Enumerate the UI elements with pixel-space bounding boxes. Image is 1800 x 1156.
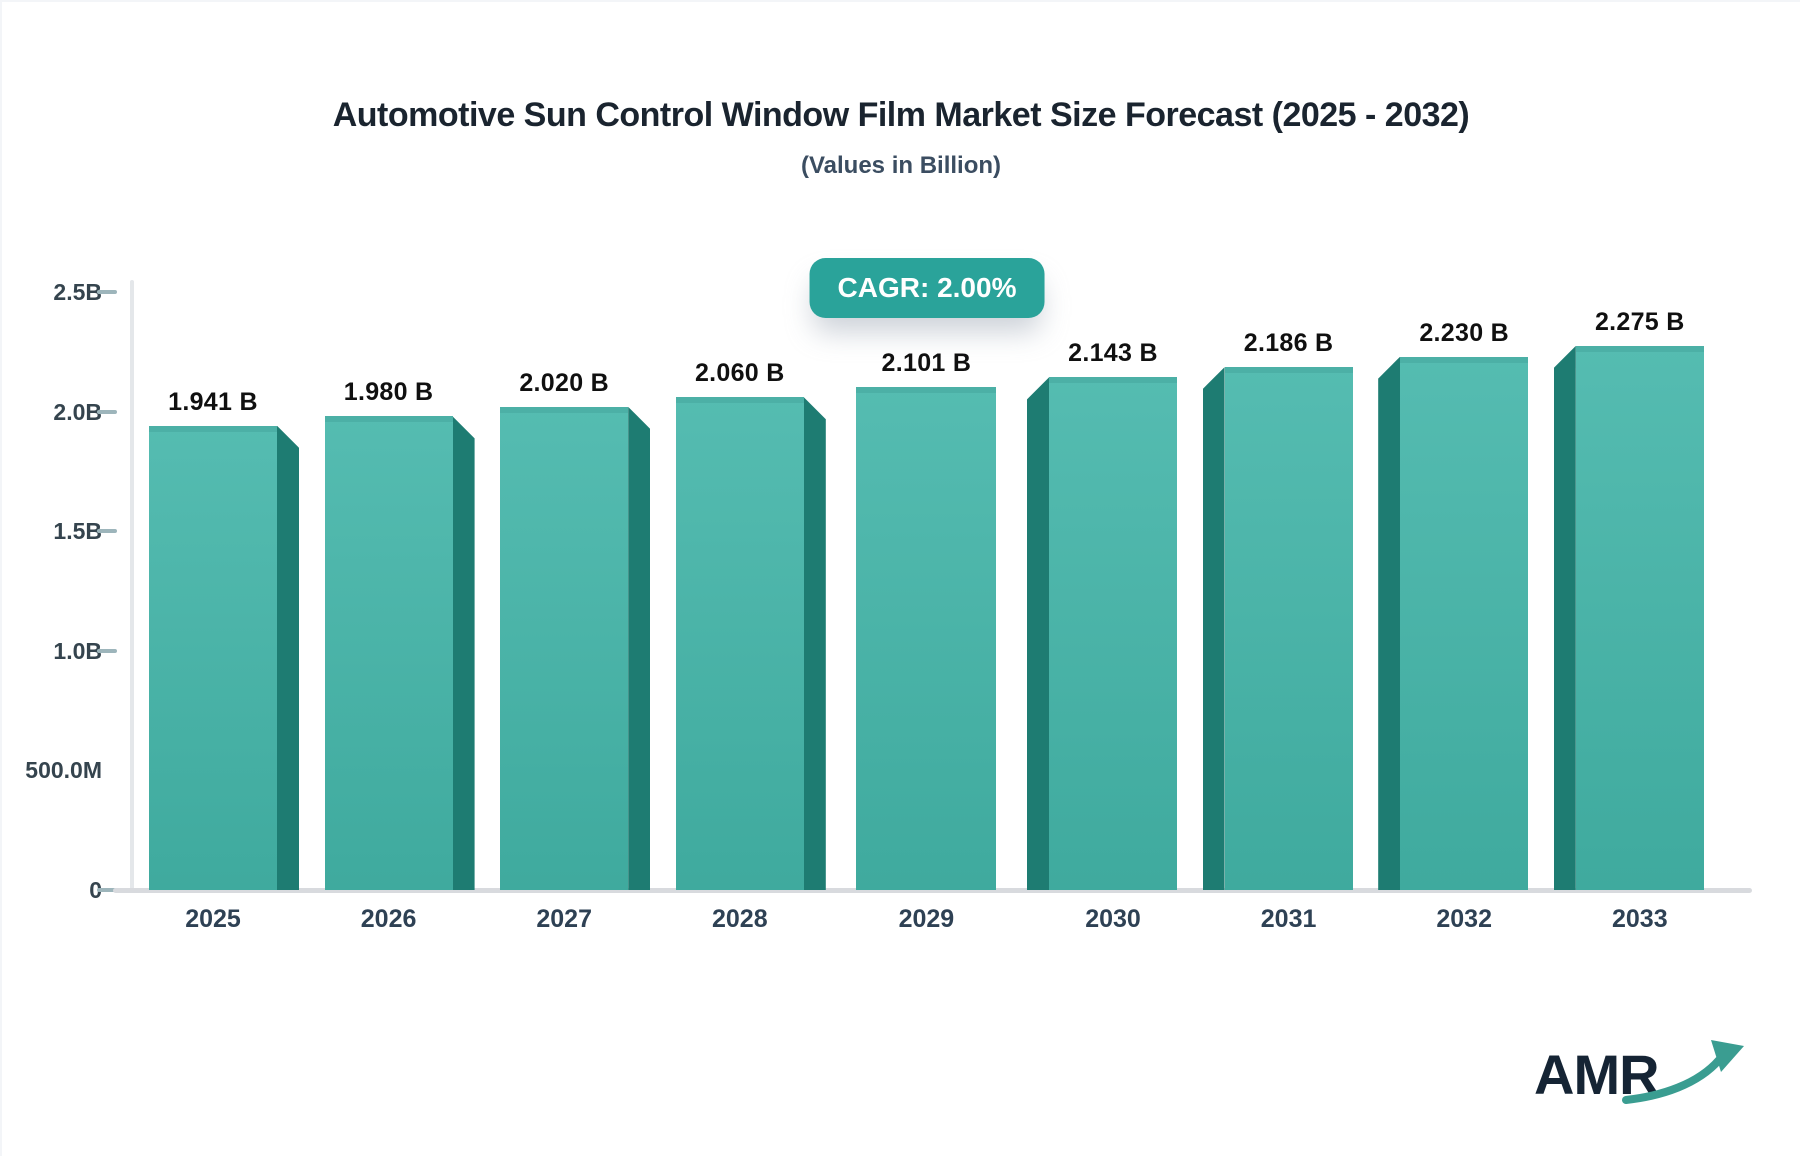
y-axis-tick-label: 1.5B	[53, 518, 102, 545]
x-axis-label: 2028	[711, 905, 768, 933]
bar-value-label: 2.230 B	[1419, 318, 1510, 347]
x-axis-label: 2026	[360, 905, 417, 933]
chart-title: Automotive Sun Control Window Film Marke…	[332, 96, 1470, 134]
y-axis-tick-dash	[97, 290, 117, 294]
growth-arrow-icon	[1622, 1040, 1744, 1104]
y-axis-tick-label: 0	[89, 877, 102, 903]
y-axis-spine	[130, 280, 134, 892]
chart-subtitle: (Values in Billion)	[800, 152, 1002, 179]
bar	[500, 406, 629, 890]
y-axis-tick-dash	[97, 409, 117, 414]
bar-side-face	[628, 406, 651, 890]
bar-side-face	[277, 425, 299, 890]
bar	[675, 397, 804, 890]
bar	[149, 425, 277, 890]
bar-value-label: 2.143 B	[1068, 339, 1158, 368]
bar-value-label: 2.060 B	[694, 359, 785, 388]
bar	[1049, 377, 1177, 890]
bar-side-face	[1378, 356, 1401, 890]
cagr-badge: CAGR: 2.00%	[809, 258, 1045, 318]
bar-value-label: 2.275 B	[1594, 307, 1685, 336]
bar-value-label: 2.101 B	[881, 349, 972, 378]
bar-value-label: 2.020 B	[519, 368, 610, 397]
x-axis-label: 2027	[536, 905, 592, 933]
bar	[324, 416, 453, 890]
x-axis-label: 2025	[185, 905, 241, 933]
bar	[1575, 345, 1704, 890]
x-axis-label: 2031	[1260, 905, 1317, 933]
bar-side-face	[1553, 345, 1576, 890]
bar-side-face	[1202, 367, 1225, 890]
bar-value-label: 1.941 B	[168, 387, 258, 416]
x-axis-label: 2033	[1611, 905, 1668, 933]
y-axis-tick-dash	[97, 529, 117, 534]
x-axis-label: 2030	[1085, 905, 1141, 933]
bar	[1224, 367, 1353, 890]
y-axis-tick-label: 2.5B	[53, 279, 102, 305]
amr-logo: AMR	[1534, 1036, 1744, 1116]
y-axis-tick-dash	[97, 888, 117, 892]
x-axis-label: 2029	[898, 905, 955, 933]
bar	[1400, 356, 1529, 890]
bar-side-face	[803, 397, 826, 890]
y-axis-tick-dash	[97, 648, 117, 653]
x-axis-label: 2032	[1436, 905, 1492, 933]
y-axis-tick-label: 2.0B	[53, 398, 102, 425]
bar-side-face	[1027, 377, 1049, 890]
bar	[856, 387, 997, 890]
y-axis-tick-label: 500.0M	[25, 757, 102, 784]
bar-value-label: 2.186 B	[1243, 329, 1334, 358]
bar-value-label: 1.980 B	[343, 378, 434, 407]
x-axis-line	[113, 888, 1752, 893]
y-axis-tick-label: 1.0B	[53, 637, 102, 664]
bar-side-face	[452, 416, 475, 890]
